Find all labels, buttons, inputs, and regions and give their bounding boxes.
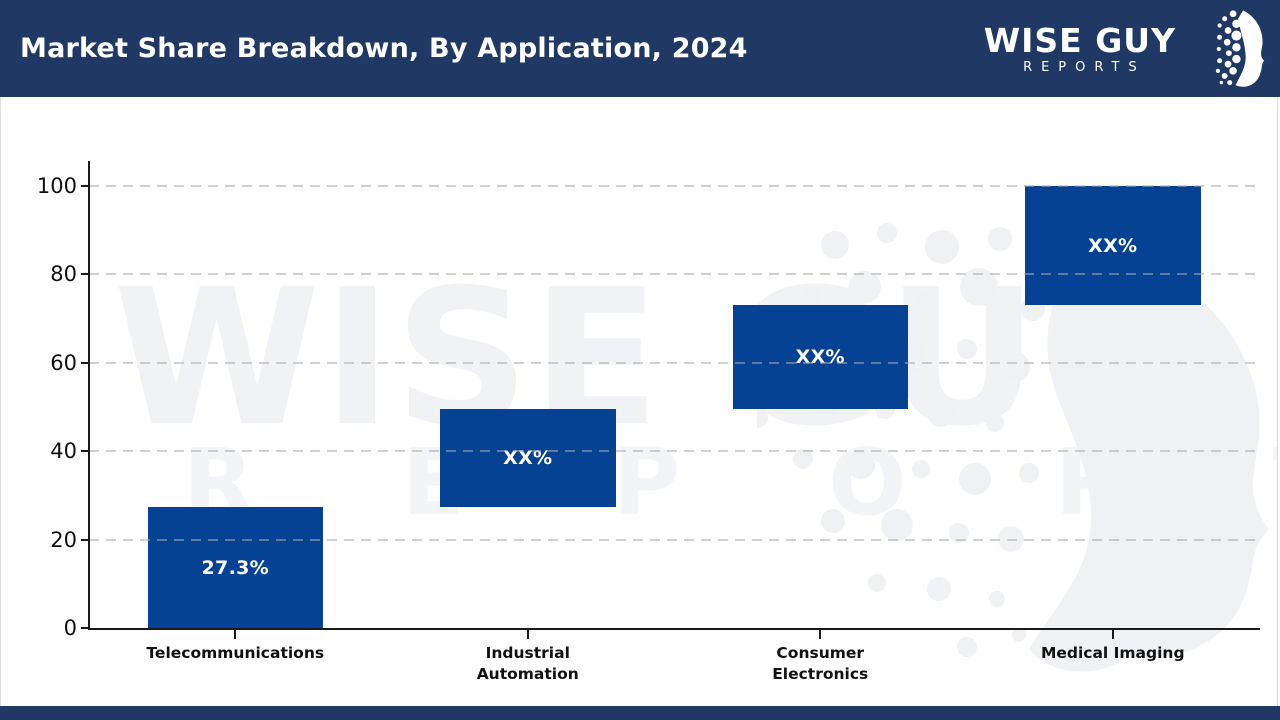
- y-axis-spine: [88, 161, 90, 630]
- y-tick-mark: [81, 273, 89, 276]
- y-tick-label: 40: [50, 439, 77, 464]
- brand-name: WISE GUY: [983, 20, 1176, 60]
- x-tick-mark: [234, 630, 237, 639]
- bar-value-label: XX%: [1088, 234, 1138, 257]
- bar-value-label: XX%: [795, 346, 845, 369]
- y-tick-label: 100: [36, 173, 77, 198]
- bar-industrial-automation: XX%: [440, 409, 616, 508]
- plot-area: 27.3% XX% XX% XX%: [89, 163, 1259, 628]
- x-tick-mark: [526, 630, 529, 639]
- y-tick-mark: [81, 184, 89, 187]
- brand-logo-text: WISE GUY REPORTS: [984, 24, 1176, 74]
- x-tick-mark: [1111, 630, 1114, 639]
- bar-consumer-electronics: XX%: [732, 305, 908, 410]
- brand-face-icon: [1215, 9, 1265, 87]
- y-tick-mark: [81, 361, 89, 364]
- x-tick-label: Telecommunications: [146, 644, 325, 662]
- chart-region: WISE GUY R E P O R T S 27.3%X: [0, 97, 1278, 706]
- x-tick-mark: [819, 630, 822, 639]
- y-tick-label: 80: [50, 262, 77, 287]
- brand-logo: WISE GUY REPORTS: [984, 7, 1266, 91]
- y-tick-label: 20: [50, 527, 77, 552]
- y-tick-mark: [81, 538, 89, 541]
- bar-value-label: 27.3%: [201, 556, 269, 579]
- bar-medical-imaging: XX%: [1025, 185, 1201, 306]
- page-title: Market Share Breakdown, By Application, …: [20, 33, 748, 64]
- gridline-y80: [89, 273, 1259, 276]
- footer-band: [0, 706, 1280, 720]
- gridline-y60: [89, 361, 1259, 364]
- bar-value-label: XX%: [503, 447, 553, 470]
- x-tick-label: Medical Imaging: [1040, 644, 1185, 662]
- x-axis-spine: [88, 628, 1260, 630]
- x-tick-label: Consumer Electronics: [772, 644, 869, 683]
- y-tick-label: 0: [63, 616, 77, 640]
- y-tick-label: 60: [50, 350, 77, 375]
- watermark-face-icon: [757, 223, 1269, 672]
- header-band: Market Share Breakdown, By Application, …: [0, 0, 1280, 97]
- y-tick-mark: [81, 627, 89, 629]
- gridline-y40: [89, 450, 1259, 453]
- gridline-y100: [89, 184, 1259, 187]
- x-tick-label: Industrial Automation: [476, 644, 579, 683]
- brand-subname: REPORTS: [1023, 59, 1146, 75]
- gridline-y20: [89, 538, 1259, 541]
- y-tick-mark: [81, 450, 89, 453]
- bar-telecommunications: 27.3%: [147, 507, 323, 628]
